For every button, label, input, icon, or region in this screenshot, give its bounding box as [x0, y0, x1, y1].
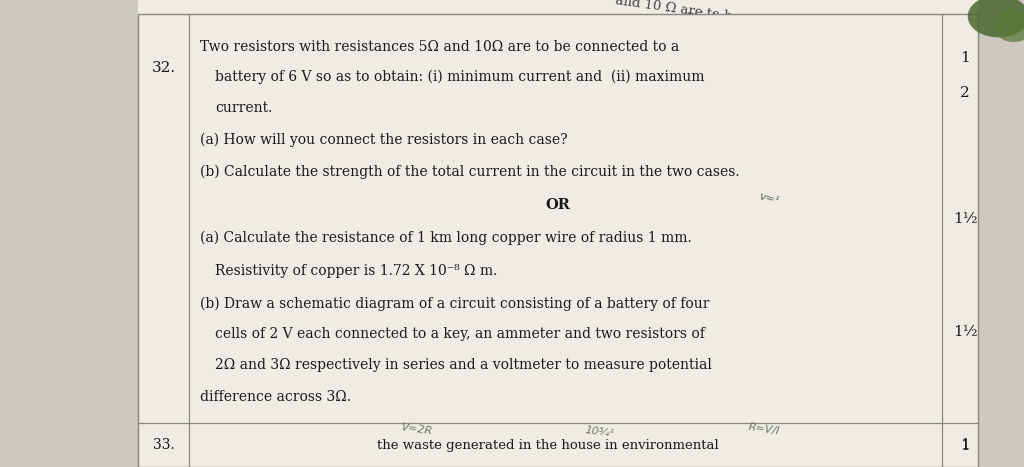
- Text: battery of 6 V so as to obtain: (i) minimum current and  (ii) maximum: battery of 6 V so as to obtain: (i) mini…: [215, 70, 705, 84]
- Text: 1: 1: [961, 438, 970, 452]
- Text: (a) Calculate the resistance of 1 km long copper wire of radius 1 mm.: (a) Calculate the resistance of 1 km lon…: [200, 231, 691, 245]
- Text: current.: current.: [215, 101, 272, 115]
- Text: cells of 2 V each connected to a key, an ammeter and two resistors of: cells of 2 V each connected to a key, an…: [215, 327, 705, 341]
- Text: 1½: 1½: [952, 325, 978, 339]
- Text: (a) How will you connect the resistors in each case?: (a) How will you connect the resistors i…: [200, 133, 567, 147]
- Text: difference across 3Ω.: difference across 3Ω.: [200, 390, 350, 404]
- Text: minimum current and  (ii) maximum: minimum current and (ii) maximum: [686, 9, 929, 56]
- Text: (b) Calculate the strength of the total current in the circuit in the two cases.: (b) Calculate the strength of the total …: [200, 164, 739, 178]
- Text: the waste generated in the house in environmental: the waste generated in the house in envi…: [377, 439, 719, 452]
- Text: Two resistors with resistances 5Ω and 10Ω are to be connected to a: Two resistors with resistances 5Ω and 10…: [200, 40, 679, 54]
- Text: 33.: 33.: [153, 438, 175, 452]
- Text: (b) Draw a schematic diagram of a circuit consisting of a battery of four: (b) Draw a schematic diagram of a circui…: [200, 297, 710, 311]
- Ellipse shape: [968, 0, 1024, 37]
- Text: v=¹: v=¹: [758, 191, 780, 206]
- Text: 2: 2: [961, 86, 970, 100]
- Ellipse shape: [993, 9, 1024, 42]
- Bar: [138, 14, 978, 467]
- Text: 32.: 32.: [152, 61, 176, 75]
- Text: OR: OR: [546, 198, 570, 212]
- Text: and 10 Ω are to be connected to a: and 10 Ω are to be connected to a: [614, 0, 842, 39]
- Text: 1½: 1½: [952, 212, 978, 226]
- Text: 1: 1: [961, 51, 970, 65]
- Text: Resistivity of copper is 1.72 X 10⁻⁸ Ω m.: Resistivity of copper is 1.72 X 10⁻⁸ Ω m…: [215, 264, 498, 278]
- Bar: [0, 0, 138, 467]
- Text: V=2R: V=2R: [399, 423, 432, 437]
- Bar: [978, 0, 1024, 467]
- Text: 2Ω and 3Ω respectively in series and a voltmeter to measure potential: 2Ω and 3Ω respectively in series and a v…: [215, 358, 712, 372]
- Text: 1: 1: [961, 439, 970, 453]
- Text: R=V/I: R=V/I: [748, 423, 780, 437]
- Text: 10¾¹: 10¾¹: [584, 425, 614, 439]
